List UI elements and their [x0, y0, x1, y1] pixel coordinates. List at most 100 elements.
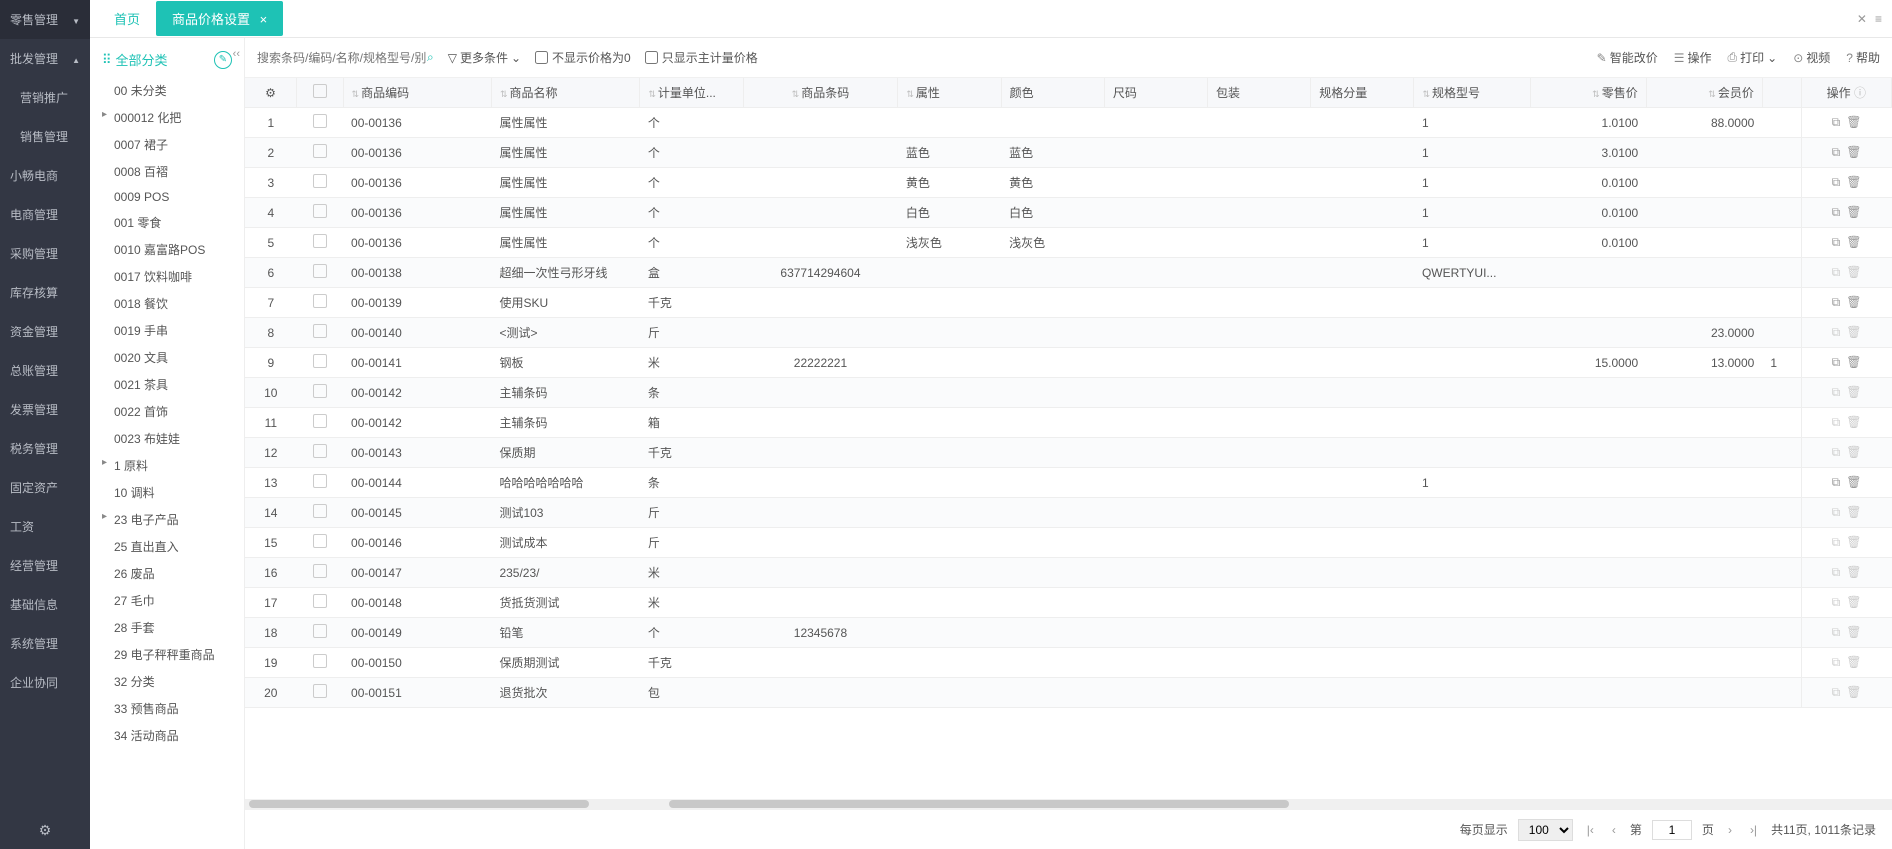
th-checkbox[interactable]	[297, 78, 343, 108]
per-page-select[interactable]: 100	[1518, 819, 1573, 841]
tab-active[interactable]: 商品价格设置 ×	[156, 1, 283, 36]
row-checkbox[interactable]	[297, 498, 343, 528]
tree-item[interactable]: 0009 POS	[90, 185, 244, 209]
sidebar-item[interactable]: 批发管理	[0, 39, 90, 78]
tree-item[interactable]: 34 活动商品	[90, 722, 244, 749]
copy-icon[interactable]: ⧉	[1832, 295, 1841, 309]
row-checkbox[interactable]	[297, 288, 343, 318]
delete-icon[interactable]: 🗑	[1846, 355, 1861, 369]
th-name[interactable]: ⇅商品名称	[491, 78, 639, 108]
sidebar-item[interactable]: 工资	[0, 507, 90, 546]
row-checkbox[interactable]	[297, 318, 343, 348]
row-checkbox[interactable]	[297, 168, 343, 198]
table-row[interactable]: 1400-00145测试103斤⧉🗑	[245, 498, 1892, 528]
tree-item[interactable]: 10 调料	[90, 479, 244, 506]
delete-icon[interactable]: 🗑	[1846, 175, 1861, 189]
sidebar-item[interactable]: 小畅电商	[0, 156, 90, 195]
first-page-button[interactable]: |‹	[1583, 823, 1598, 837]
sidebar-item[interactable]: 企业协同	[0, 663, 90, 702]
th-attr[interactable]: ⇅属性	[898, 78, 1001, 108]
table-row[interactable]: 1700-00148货抵货测试米⧉🗑	[245, 588, 1892, 618]
copy-icon[interactable]: ⧉	[1832, 145, 1841, 159]
th-member[interactable]: ⇅会员价	[1646, 78, 1762, 108]
tree-item[interactable]: 29 电子秤秤重商品	[90, 641, 244, 668]
tree-item[interactable]: 000012 化把	[90, 104, 244, 131]
tree-item[interactable]: 27 毛巾	[90, 587, 244, 614]
video-button[interactable]: ⊙视频	[1793, 49, 1830, 66]
horizontal-scrollbar[interactable]	[245, 799, 1892, 809]
sidebar-item[interactable]: 系统管理	[0, 624, 90, 663]
table-row[interactable]: 700-00139使用SKU千克⧉🗑	[245, 288, 1892, 318]
print-button[interactable]: ⎙打印⌄	[1728, 49, 1778, 66]
delete-icon[interactable]: 🗑	[1846, 235, 1861, 249]
tree-item[interactable]: 0008 百褶	[90, 158, 244, 185]
tree-item[interactable]: 0020 文具	[90, 344, 244, 371]
row-checkbox[interactable]	[297, 558, 343, 588]
th-retail[interactable]: ⇅零售价	[1530, 78, 1646, 108]
prev-page-button[interactable]: ‹	[1608, 823, 1620, 837]
last-page-button[interactable]: ›|	[1746, 823, 1761, 837]
row-checkbox[interactable]	[297, 438, 343, 468]
table-row[interactable]: 100-00136属性属性个11.010088.0000⧉🗑	[245, 108, 1892, 138]
row-checkbox[interactable]	[297, 678, 343, 708]
row-checkbox[interactable]	[297, 198, 343, 228]
more-filter-button[interactable]: ▽ 更多条件 ⌄	[448, 49, 521, 66]
sidebar-item[interactable]: 营销推广	[0, 78, 90, 117]
delete-icon[interactable]: 🗑	[1846, 295, 1861, 309]
table-row[interactable]: 1800-00149铅笔个12345678⧉🗑	[245, 618, 1892, 648]
tree-item[interactable]: 25 直出直入	[90, 533, 244, 560]
row-checkbox[interactable]	[297, 618, 343, 648]
sidebar-item[interactable]: 发票管理	[0, 390, 90, 429]
table-row[interactable]: 1200-00143保质期千克⧉🗑	[245, 438, 1892, 468]
row-checkbox[interactable]	[297, 408, 343, 438]
help-button[interactable]: ?帮助	[1846, 49, 1880, 66]
th-settings[interactable]: ⚙	[245, 78, 297, 108]
tree-item[interactable]: 26 废品	[90, 560, 244, 587]
search-input[interactable]	[257, 51, 427, 65]
th-spec-wt[interactable]: 规格分量	[1311, 78, 1414, 108]
tree-item[interactable]: 32 分类	[90, 668, 244, 695]
search-icon[interactable]: ⌕	[427, 50, 434, 65]
row-checkbox[interactable]	[297, 648, 343, 678]
row-checkbox[interactable]	[297, 108, 343, 138]
sidebar-item[interactable]: 经营管理	[0, 546, 90, 585]
table-row[interactable]: 400-00136属性属性个白色白色10.0100⧉🗑	[245, 198, 1892, 228]
tree-item[interactable]: 0010 嘉富路POS	[90, 236, 244, 263]
table-row[interactable]: 200-00136属性属性个蓝色蓝色13.0100⧉🗑	[245, 138, 1892, 168]
copy-icon[interactable]: ⧉	[1832, 475, 1841, 489]
only-main-unit-checkbox[interactable]: 只显示主计量价格	[645, 49, 758, 66]
th-size[interactable]: 尺码	[1104, 78, 1207, 108]
th-pack[interactable]: 包装	[1208, 78, 1311, 108]
row-checkbox[interactable]	[297, 228, 343, 258]
tree-item[interactable]: 1 原料	[90, 452, 244, 479]
sidebar-item[interactable]: 基础信息	[0, 585, 90, 624]
row-checkbox[interactable]	[297, 468, 343, 498]
tree-item[interactable]: 0017 饮料咖啡	[90, 263, 244, 290]
sidebar-item[interactable]: 税务管理	[0, 429, 90, 468]
table-row[interactable]: 2000-00151退货批次包⧉🗑	[245, 678, 1892, 708]
row-checkbox[interactable]	[297, 138, 343, 168]
sidebar-item[interactable]: 零售管理	[0, 0, 90, 39]
tree-item[interactable]: 001 零食	[90, 209, 244, 236]
table-row[interactable]: 1600-00147235/23/米⧉🗑	[245, 558, 1892, 588]
copy-icon[interactable]: ⧉	[1832, 115, 1841, 129]
delete-icon[interactable]: 🗑	[1846, 475, 1861, 489]
sidebar-item[interactable]: 销售管理	[0, 117, 90, 156]
tree-item[interactable]: 23 电子产品	[90, 506, 244, 533]
table-row[interactable]: 300-00136属性属性个黄色黄色10.0100⧉🗑	[245, 168, 1892, 198]
table-row[interactable]: 500-00136属性属性个浅灰色浅灰色10.0100⧉🗑	[245, 228, 1892, 258]
row-checkbox[interactable]	[297, 258, 343, 288]
table-row[interactable]: 1100-00142主辅条码箱⧉🗑	[245, 408, 1892, 438]
smart-edit-button[interactable]: ✎智能改价	[1597, 49, 1658, 66]
sidebar-item[interactable]: 电商管理	[0, 195, 90, 234]
copy-icon[interactable]: ⧉	[1832, 235, 1841, 249]
next-page-button[interactable]: ›	[1724, 823, 1736, 837]
table-row[interactable]: 1500-00146测试成本斤⧉🗑	[245, 528, 1892, 558]
th-barcode[interactable]: ⇅商品条码	[743, 78, 898, 108]
collapse-icon[interactable]: ‹‹	[233, 48, 240, 60]
copy-icon[interactable]: ⧉	[1832, 355, 1841, 369]
close-icon[interactable]: ×	[260, 12, 268, 27]
table-row[interactable]: 800-00140<测试>斤23.0000⧉🗑	[245, 318, 1892, 348]
sidebar-item[interactable]: 总账管理	[0, 351, 90, 390]
th-spec-mdl[interactable]: ⇅规格型号	[1414, 78, 1530, 108]
